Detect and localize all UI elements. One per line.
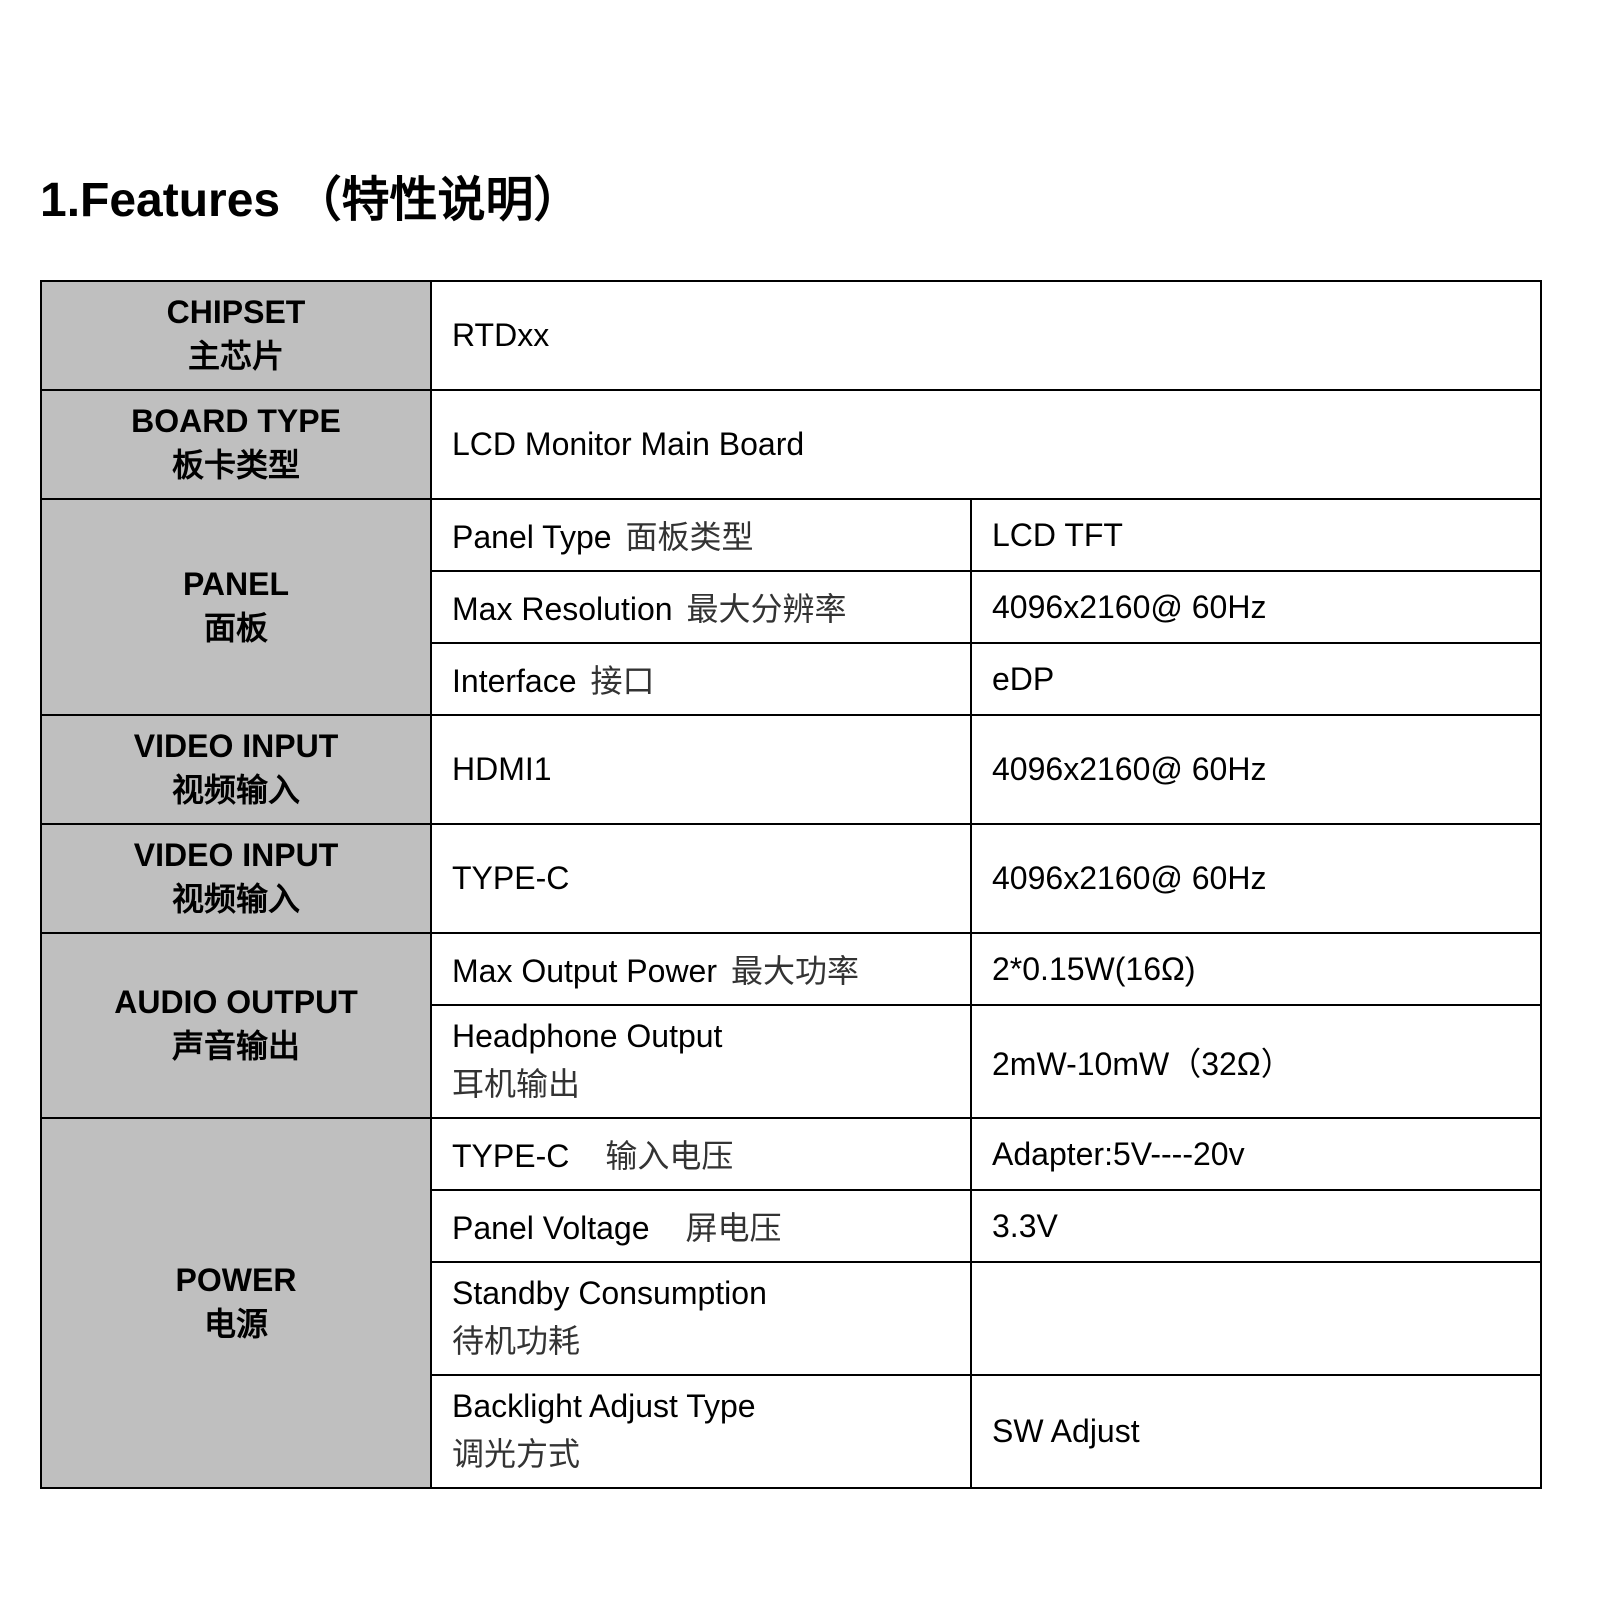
label-zh: 最大功率 xyxy=(731,953,859,989)
table-row: PANEL面板Panel Type面板类型LCD TFT xyxy=(41,499,1541,571)
value-cell: LCD TFT xyxy=(971,499,1541,571)
label-cell: Backlight Adjust Type 调光方式 xyxy=(431,1375,971,1488)
label-cell: Max Resolution 最大分辨率 xyxy=(431,571,971,643)
category-cell: PANEL面板 xyxy=(41,499,431,715)
label-zh: 屏电压 xyxy=(686,1210,782,1246)
label-en: Interface xyxy=(452,663,577,699)
category-en: VIDEO INPUT xyxy=(62,837,410,874)
category-en: AUDIO OUTPUT xyxy=(62,984,410,1021)
label-en: Max Resolution xyxy=(452,591,673,627)
value-cell: SW Adjust xyxy=(971,1375,1541,1488)
label-zh: 输入电压 xyxy=(605,1138,733,1174)
section-title: 1.Features （特性说明） xyxy=(40,160,1560,230)
page: 1.Features （特性说明） CHIPSET主芯片 RTDxx BOARD T… xyxy=(0,0,1600,1529)
label-cell: HDMI1 xyxy=(431,715,971,824)
category-cell: VIDEO INPUT视频输入 xyxy=(41,824,431,933)
category-cell: BOARD TYPE板卡类型 xyxy=(41,390,431,499)
category-cell: POWER电源 xyxy=(41,1118,431,1488)
label-en: Headphone Output xyxy=(452,1018,722,1054)
label-zh: 面板类型 xyxy=(626,519,754,555)
label-zh: 接口 xyxy=(591,663,655,699)
label-cell: Interface 接口 xyxy=(431,643,971,715)
label-cell: LCD Monitor Main Board xyxy=(431,390,1541,499)
category-zh: 板卡类型 xyxy=(62,440,410,486)
features-table: CHIPSET主芯片 RTDxx BOARD TYPE板卡类型 LCD Monitor… xyxy=(40,280,1542,1489)
label-cell: Panel Voltage 屏电压 xyxy=(431,1190,971,1262)
category-en: VIDEO INPUT xyxy=(62,728,410,765)
label-cell: Headphone Output 耳机输出 xyxy=(431,1005,971,1118)
label-en: TYPE-C xyxy=(452,1138,569,1174)
value-cell: 3.3V xyxy=(971,1190,1541,1262)
category-zh: 视频输入 xyxy=(62,765,410,811)
label-en: RTDxx xyxy=(452,317,549,353)
category-en: CHIPSET xyxy=(62,294,410,331)
label-en: Panel Voltage xyxy=(452,1210,650,1246)
category-zh: 面板 xyxy=(62,603,410,649)
category-cell: CHIPSET主芯片 xyxy=(41,281,431,390)
label-en: Standby Consumption xyxy=(452,1275,767,1311)
value-cell: 2mW-10mW（32Ω） xyxy=(971,1005,1541,1118)
label-en: TYPE-C xyxy=(452,860,569,896)
value-cell: Adapter:5V----20v xyxy=(971,1118,1541,1190)
label-cell: TYPE-C xyxy=(431,824,971,933)
value-cell: 2*0.15W(16Ω) xyxy=(971,933,1541,1005)
category-zh: 主芯片 xyxy=(62,331,410,377)
label-zh: 最大分辨率 xyxy=(687,591,847,627)
category-en: PANEL xyxy=(62,566,410,603)
category-en: BOARD TYPE xyxy=(62,403,410,440)
label-cell: Max Output Power 最大功率 xyxy=(431,933,971,1005)
label-en: HDMI1 xyxy=(452,751,552,787)
label-en: Max Output Power xyxy=(452,953,717,989)
category-cell: AUDIO OUTPUT声音输出 xyxy=(41,933,431,1118)
category-zh: 电源 xyxy=(62,1299,410,1345)
label-zh: 待机功耗 xyxy=(452,1316,950,1362)
label-en: Backlight Adjust Type xyxy=(452,1388,756,1424)
table-row: CHIPSET主芯片 RTDxx xyxy=(41,281,1541,390)
value-cell xyxy=(971,1262,1541,1375)
value-cell: 4096x2160@ 60Hz xyxy=(971,715,1541,824)
label-zh: 调光方式 xyxy=(452,1429,950,1475)
category-zh: 视频输入 xyxy=(62,874,410,920)
table-row: VIDEO INPUT视频输入 HDMI1 4096x2160@ 60Hz xyxy=(41,715,1541,824)
value-cell: eDP xyxy=(971,643,1541,715)
label-en: LCD Monitor Main Board xyxy=(452,426,804,462)
category-zh: 声音输出 xyxy=(62,1021,410,1067)
category-en: POWER xyxy=(62,1262,410,1299)
label-cell: Panel Type 面板类型 xyxy=(431,499,971,571)
label-cell: RTDxx xyxy=(431,281,1541,390)
table-row: BOARD TYPE板卡类型 LCD Monitor Main Board xyxy=(41,390,1541,499)
value-cell: 4096x2160@ 60Hz xyxy=(971,824,1541,933)
value-cell: 4096x2160@ 60Hz xyxy=(971,571,1541,643)
label-zh: 耳机输出 xyxy=(452,1059,950,1105)
table-row: POWER电源TYPE-C输入电压Adapter:5V----20v xyxy=(41,1118,1541,1190)
category-cell: VIDEO INPUT视频输入 xyxy=(41,715,431,824)
table-row: VIDEO INPUT视频输入 TYPE-C 4096x2160@ 60Hz xyxy=(41,824,1541,933)
label-en: Panel Type xyxy=(452,519,612,555)
table-row: AUDIO OUTPUT声音输出Max Output Power最大功率2*0.… xyxy=(41,933,1541,1005)
label-cell: Standby Consumption 待机功耗 xyxy=(431,1262,971,1375)
label-cell: TYPE-C 输入电压 xyxy=(431,1118,971,1190)
